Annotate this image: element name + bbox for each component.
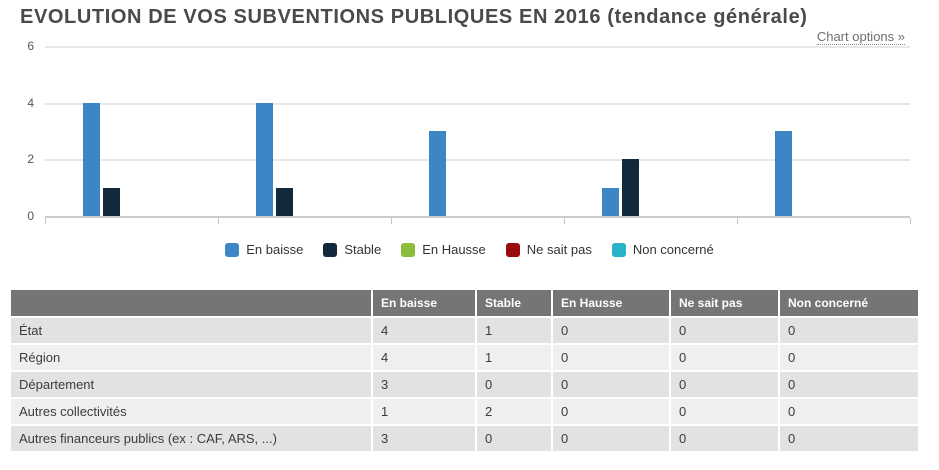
row-label: Région	[11, 345, 371, 370]
table-row: Région 4 1 0 0 0	[11, 345, 918, 370]
legend-label: En Hausse	[422, 242, 486, 257]
cell-value: 0	[477, 372, 551, 397]
legend-item-stable[interactable]: Stable	[323, 242, 381, 257]
table-header-cell: Non concerné	[780, 290, 918, 316]
legend-item-en-hausse[interactable]: En Hausse	[401, 242, 486, 257]
page-title: EVOLUTION DE VOS SUBVENTIONS PUBLIQUES E…	[20, 6, 808, 28]
cell-value: 0	[780, 318, 918, 343]
table-row: Autres financeurs publics (ex : CAF, ARS…	[11, 426, 918, 451]
table-row: Département 3 0 0 0 0	[11, 372, 918, 397]
cell-value: 0	[780, 399, 918, 424]
legend-swatch-icon	[323, 242, 338, 257]
cell-value: 0	[671, 318, 778, 343]
cell-value: 0	[553, 345, 669, 370]
bar-en-baisse	[83, 102, 100, 216]
legend-swatch-icon	[611, 242, 626, 257]
cell-value: 0	[671, 345, 778, 370]
legend-item-ne-sait-pas[interactable]: Ne sait pas	[505, 242, 592, 257]
cell-value: 0	[671, 426, 778, 451]
cell-value: 0	[553, 399, 669, 424]
cell-value: 1	[477, 345, 551, 370]
table-header-cell: Stable	[477, 290, 551, 316]
row-label: Autres financeurs publics (ex : CAF, ARS…	[11, 426, 371, 451]
legend-swatch-icon	[401, 242, 416, 257]
bar-en-baisse	[256, 102, 273, 216]
results-table-body: État 4 1 0 0 0 Région 4 1 0 0 0 Département 3 0 0 0 0 Autr…	[11, 318, 918, 451]
table-row: État 4 1 0 0 0	[11, 318, 918, 343]
table-header-cell	[11, 290, 371, 316]
y-axis-label: 2	[27, 152, 34, 167]
chart-options-link[interactable]: Chart options »	[816, 29, 905, 45]
cell-value: 0	[553, 318, 669, 343]
legend-item-en-baisse[interactable]: En baisse	[225, 242, 303, 257]
chart-legend: En baisse Stable En Hausse Ne sait pas Non c…	[0, 242, 939, 257]
x-axis-tick	[910, 218, 911, 224]
row-label: Département	[11, 372, 371, 397]
x-axis-tick	[45, 218, 46, 224]
table-header-cell: En Hausse	[553, 290, 669, 316]
gridline-6	[45, 46, 910, 48]
x-axis-tick	[737, 218, 738, 224]
legend-label: En baisse	[246, 242, 304, 257]
table-header-cell: En baisse	[373, 290, 475, 316]
cell-value: 1	[373, 399, 475, 424]
cell-value: 2	[477, 399, 551, 424]
legend-label: Stable	[344, 242, 382, 257]
table-header-cell: Ne sait pas	[671, 290, 778, 316]
legend-swatch-icon	[225, 242, 240, 257]
table-header-row: En baisse Stable En Hausse Ne sait pas Non c…	[11, 290, 918, 316]
gridline-4	[45, 102, 910, 105]
bar-stable	[622, 159, 639, 216]
row-label: Autres collectivités	[11, 399, 371, 424]
cell-value: 3	[373, 372, 475, 397]
y-axis-label: 4	[27, 95, 34, 110]
bar-en-baisse	[429, 131, 446, 216]
cell-value: 0	[671, 372, 778, 397]
cell-value: 0	[780, 372, 918, 397]
row-label: État	[11, 318, 371, 343]
bar-en-baisse	[602, 187, 619, 216]
table-row: Autres collectivités 1 2 0 0 0	[11, 399, 918, 424]
cell-value: 0	[477, 426, 551, 451]
bar-chart: En baisse Stable En Hausse Ne sait pas Non c…	[0, 39, 939, 275]
x-axis-tick	[391, 218, 392, 224]
results-table: En baisse Stable En Hausse Ne sait pas Non c…	[9, 288, 920, 453]
cell-value: 0	[671, 399, 778, 424]
cell-value: 0	[780, 426, 918, 451]
x-axis-tick	[564, 218, 565, 224]
bar-stable	[276, 187, 293, 216]
x-axis-tick	[218, 218, 219, 224]
cell-value: 4	[373, 318, 475, 343]
gridline-0	[45, 216, 910, 218]
gridline-2	[45, 159, 910, 162]
cell-value: 1	[477, 318, 551, 343]
cell-value: 4	[373, 345, 475, 370]
legend-swatch-icon	[505, 242, 520, 257]
bar-stable	[103, 187, 120, 216]
bar-en-baisse	[775, 131, 792, 216]
cell-value: 3	[373, 426, 475, 451]
results-table-head: En baisse Stable En Hausse Ne sait pas Non c…	[11, 290, 918, 316]
cell-value: 0	[553, 372, 669, 397]
legend-label: Ne sait pas	[526, 242, 592, 257]
cell-value: 0	[780, 345, 918, 370]
y-axis-label: 0	[27, 209, 34, 223]
legend-label: Non concerné	[632, 242, 714, 257]
cell-value: 0	[553, 426, 669, 451]
legend-item-non-concerne[interactable]: Non concerné	[611, 242, 714, 257]
y-axis-label: 6	[27, 39, 34, 53]
